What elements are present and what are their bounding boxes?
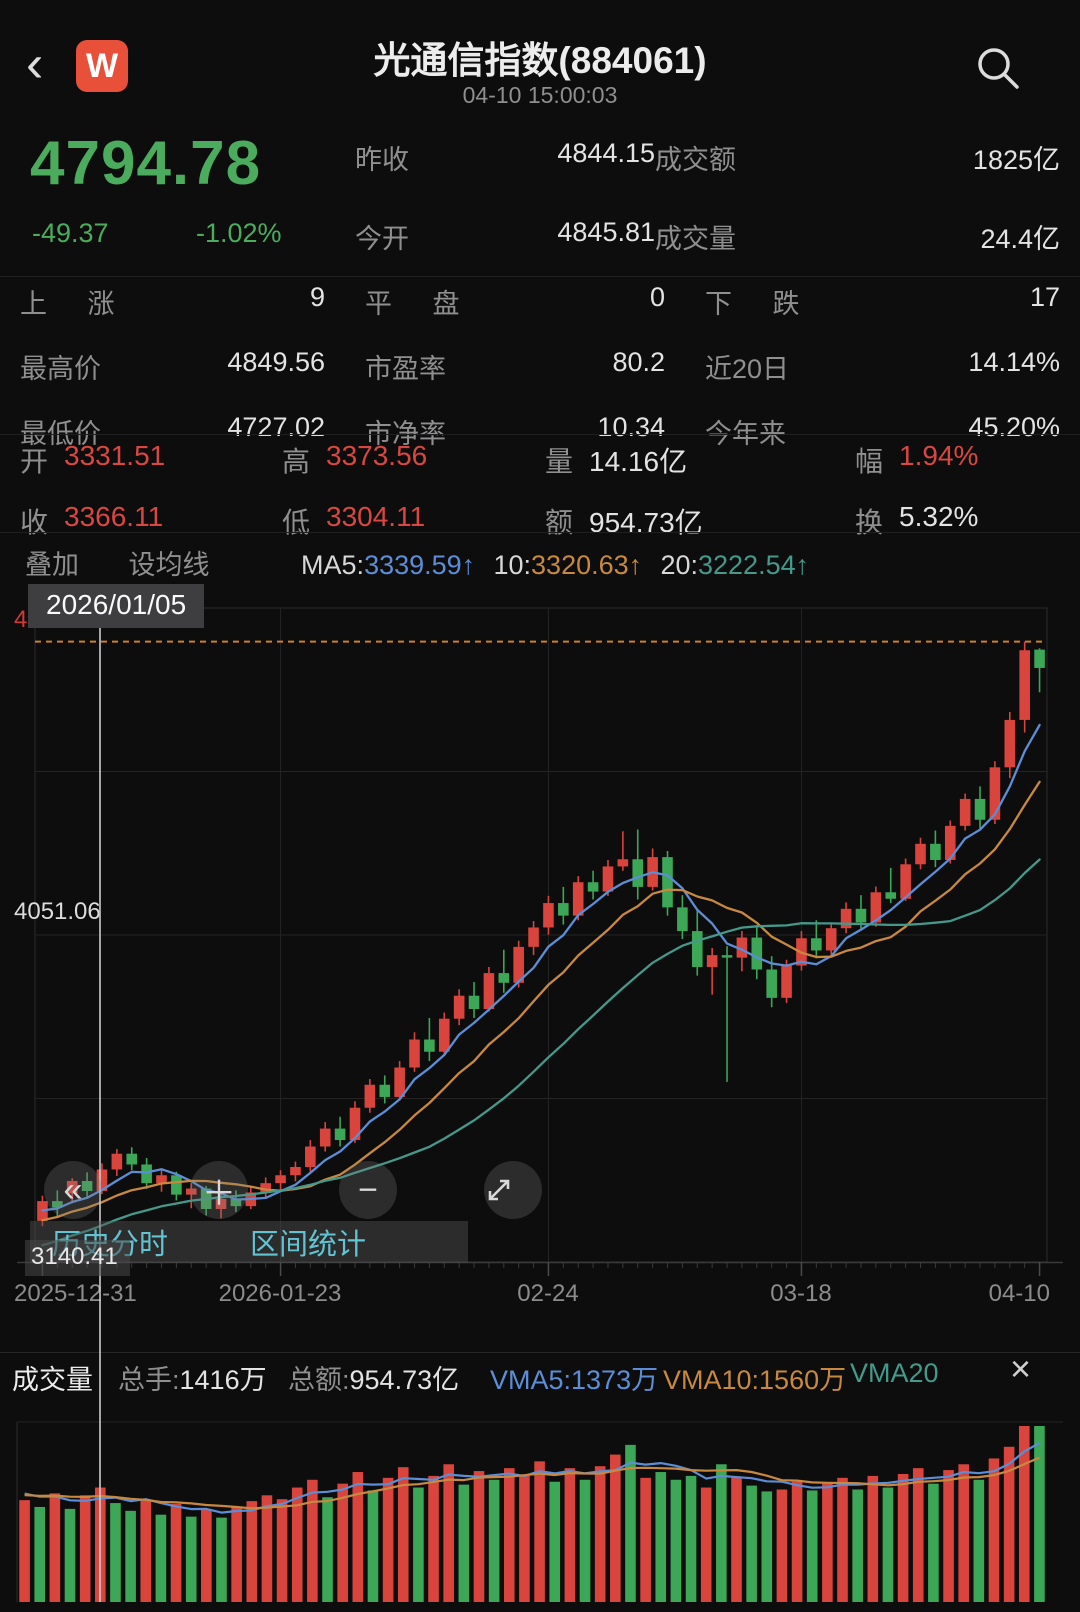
x-axis-label: 03-18 — [770, 1280, 832, 1307]
x-axis — [17, 1261, 1063, 1276]
x-axis-label: 02-24 — [517, 1280, 579, 1307]
scroll-left-button[interactable]: « — [44, 1161, 102, 1219]
search-icon[interactable] — [972, 42, 1024, 94]
ma-legend-bar: 叠加 设均线 MA5:3339.59↑ 10:3320.63↑ 20:3222.… — [25, 543, 809, 582]
pe-label: 市盈率 — [365, 354, 446, 384]
vol-crosshair-value: 14.16亿 — [589, 446, 688, 477]
low-crosshair-value: 3304.11 — [326, 501, 426, 532]
amplitude-value: 1.94% — [899, 440, 979, 471]
prev-close-label: 昨收 — [355, 145, 409, 175]
y-axis-bottom-label: 3140.41 — [25, 1240, 130, 1276]
candles — [37, 641, 1045, 1227]
turnover-value: 1825亿 — [972, 145, 1060, 175]
zoom-out-button[interactable]: − — [339, 1161, 397, 1219]
total-amount-value: 954.73亿 — [349, 1365, 460, 1395]
low-crosshair-label: 低 — [282, 507, 311, 538]
ma20-label: 20: — [660, 550, 698, 580]
y-axis-mid-label: 4051.06 — [14, 898, 101, 925]
turnover-rate-value: 5.32% — [899, 501, 979, 532]
volume-chart[interactable] — [0, 1398, 1080, 1612]
overlay-button[interactable]: 叠加 — [25, 550, 79, 580]
vma20-value: VMA20 — [850, 1358, 939, 1388]
decliners-value: 17 — [1029, 282, 1060, 312]
open-crosshair-value: 3331.51 — [64, 440, 166, 471]
ytd-value: 45.20% — [968, 412, 1060, 442]
volume-bars — [19, 1426, 1045, 1602]
total-lots-label: 总手: — [118, 1365, 180, 1395]
crosshair-date-tooltip: 2026/01/05 — [28, 584, 205, 628]
day-low-value: 4727.02 — [227, 412, 325, 442]
ma5-line — [41, 723, 1041, 1212]
total-lots: 总手:1416万 — [118, 1358, 267, 1397]
vma10-line — [24, 1456, 1040, 1510]
ma20-line — [41, 858, 1041, 1247]
stats-grid: 上涨 9 平盘 0 下跌 17 最高价 4849.56 市盈率 80.2 近20日 14.1… — [20, 282, 1060, 477]
unchanged-label: 平盘 — [365, 289, 500, 319]
day-high-label: 最高价 — [20, 354, 101, 384]
last-price: 4794.78 — [30, 129, 262, 198]
pe-value: 80.2 — [612, 347, 665, 377]
volume-pane-title: 成交量 — [12, 1365, 93, 1395]
high-crosshair-value: 3373.56 — [326, 440, 428, 471]
high-crosshair-label: 高 — [282, 446, 311, 477]
vol-crosshair-label: 量 — [545, 446, 574, 477]
total-lots-value: 1416万 — [179, 1365, 267, 1395]
open-crosshair-label: 开 — [20, 446, 49, 477]
ma10-value: 3320.63↑ — [531, 550, 643, 580]
ma10-label: 10: — [493, 550, 532, 580]
open-label: 今开 — [355, 224, 409, 254]
back-icon[interactable]: ‹ — [26, 35, 44, 93]
close-crosshair-value: 3366.11 — [64, 501, 164, 532]
x-axis-label: 2026-01-23 — [218, 1280, 342, 1307]
open-value: 4845.81 — [557, 217, 655, 247]
day-high-value: 4849.56 — [227, 347, 325, 377]
price-change: -49.37 — [32, 218, 109, 248]
volume-label: 成交量 — [655, 224, 736, 254]
wind-logo[interactable]: W — [76, 40, 128, 92]
turnover-label: 成交额 — [655, 145, 736, 175]
quote-timestamp: 04-10 15:00:03 — [462, 82, 618, 108]
advancers-label: 上涨 — [20, 289, 155, 319]
candlestick-chart[interactable] — [0, 586, 1080, 1320]
ma5-label: MA5: — [301, 550, 365, 580]
expand-arrows-icon — [488, 1179, 510, 1201]
ma5-value: 3339.59↑ — [364, 550, 476, 580]
advancers-value: 9 — [309, 282, 325, 312]
prev-close-value: 4844.15 — [557, 138, 655, 168]
page-title: 光通信指数(884061) — [373, 40, 707, 81]
quote-grid: 昨收 4844.15 成交额 1825亿 今开 4845.81 成交量 24.4… — [355, 138, 1060, 256]
chart-crosshair-line — [99, 592, 101, 1602]
last20d-label: 近20日 — [705, 354, 790, 384]
close-volume-pane-icon[interactable]: × — [1010, 1348, 1032, 1389]
amplitude-label: 幅 — [855, 446, 884, 477]
set-ma-button[interactable]: 设均线 — [128, 550, 210, 580]
zoom-in-button[interactable]: ＋ — [190, 1161, 248, 1219]
decliners-label: 下跌 — [705, 289, 840, 319]
unchanged-value: 0 — [649, 282, 665, 312]
amount-crosshair-value: 954.73亿 — [589, 507, 703, 538]
volume-value: 24.4亿 — [980, 224, 1060, 254]
ma20-value: 3222.54↑ — [698, 550, 810, 580]
amount-crosshair-label: 额 — [545, 507, 574, 538]
pb-value: 10.34 — [597, 412, 665, 442]
ma10-line — [41, 780, 1041, 1222]
last20d-value: 14.14% — [968, 347, 1060, 377]
vma5-value: VMA5:1373万 — [490, 1365, 659, 1395]
total-amount: 总额:954.73亿 — [288, 1358, 459, 1397]
expand-chart-button[interactable] — [484, 1161, 542, 1219]
close-crosshair-label: 收 — [20, 507, 49, 538]
turnover-rate-label: 换 — [855, 507, 884, 538]
vma10-value: VMA10:1560万 — [663, 1365, 847, 1395]
range-stats-button[interactable]: 区间统计 — [250, 1229, 367, 1261]
x-axis-label: 2025-12-31 — [14, 1280, 137, 1307]
price-change-pct: -1.02% — [196, 218, 282, 248]
x-axis-label: 04-10 — [988, 1280, 1050, 1307]
total-amount-label: 总额: — [288, 1365, 350, 1395]
